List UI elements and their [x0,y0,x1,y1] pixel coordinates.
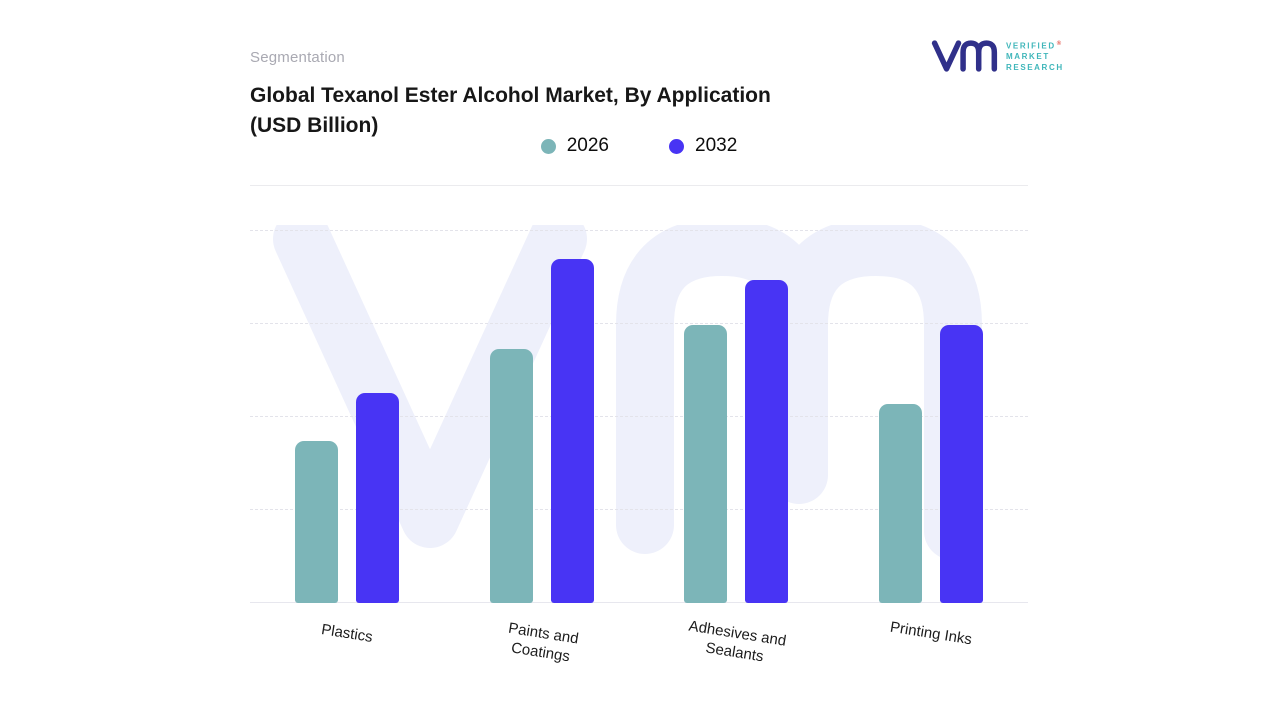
x-axis-line [250,602,1028,603]
chart-title: Global Texanol Ester Alcohol Market, By … [250,81,890,141]
gridlines [250,225,1028,603]
logo-line-market: MARKET [1006,52,1050,62]
x-axis-label-text: Adhesives and Sealants [687,617,788,666]
bar-2032-paints-and-coatings [550,259,594,603]
bar-2026-plastics [295,441,339,603]
vmr-monogram-icon [931,40,998,72]
bar-chart [250,225,1028,603]
gridline [250,323,1028,324]
vmr-watermark-icon [273,225,982,560]
segmentation-label: Segmentation [250,49,345,66]
vmr-logo-text: VERIFIED® MARKET RESEARCH [1006,39,1064,73]
bar-group-paints-and-coatings [445,225,640,603]
bar-group-plastics [250,225,445,603]
bar-2032-printing-inks [939,325,983,603]
legend-dot-2026 [540,138,556,154]
bar-2026-printing-inks [878,404,922,603]
chart-title-line2: (USD Billion) [250,114,379,137]
x-axis-label-text: Plastics [320,621,374,646]
registered-mark: ® [1056,40,1062,47]
legend-label-2026: 2026 [566,135,609,156]
vmr-logo: VERIFIED® MARKET RESEARCH [930,36,1064,76]
bar-2026-paints-and-coatings [489,349,533,603]
x-axis-label-text: Paints and Coatings [506,619,580,666]
gridline [250,230,1028,231]
legend-item-2032: 2032 [669,135,737,157]
chart-legend: 2026 2032 [250,135,1028,157]
logo-line-verified: VERIFIED® [1006,40,1062,51]
legend-dot-2032 [669,138,684,154]
bar-2032-plastics [356,393,400,603]
x-axis-label-paints-and-coatings: Paints and Coatings [443,609,641,677]
gridline [250,416,1028,417]
bar-groups [250,225,1028,603]
gridline [250,509,1028,510]
legend-label-2032: 2032 [695,135,738,156]
bar-group-printing-inks [834,225,1029,603]
x-axis-label-text: Printing Inks [888,618,973,649]
bar-2026-adhesives-and-sealants [684,325,728,603]
x-axis-label-printing-inks: Printing Inks [833,609,1028,658]
x-axis-label-plastics: Plastics [250,609,445,658]
bar-group-adhesives-and-sealants [639,225,834,603]
divider [250,185,1028,186]
bar-2032-adhesives-and-sealants [745,280,789,603]
logo-line-research: RESEARCH [1006,62,1064,72]
chart-title-line1: Global Texanol Ester Alcohol Market, By … [250,84,771,107]
legend-item-2026: 2026 [540,135,609,157]
x-axis-labels: Plastics Paints and Coatings Adhesives and… [250,618,1028,694]
x-axis-label-adhesives-and-sealants: Adhesives and Sealants [637,609,835,677]
